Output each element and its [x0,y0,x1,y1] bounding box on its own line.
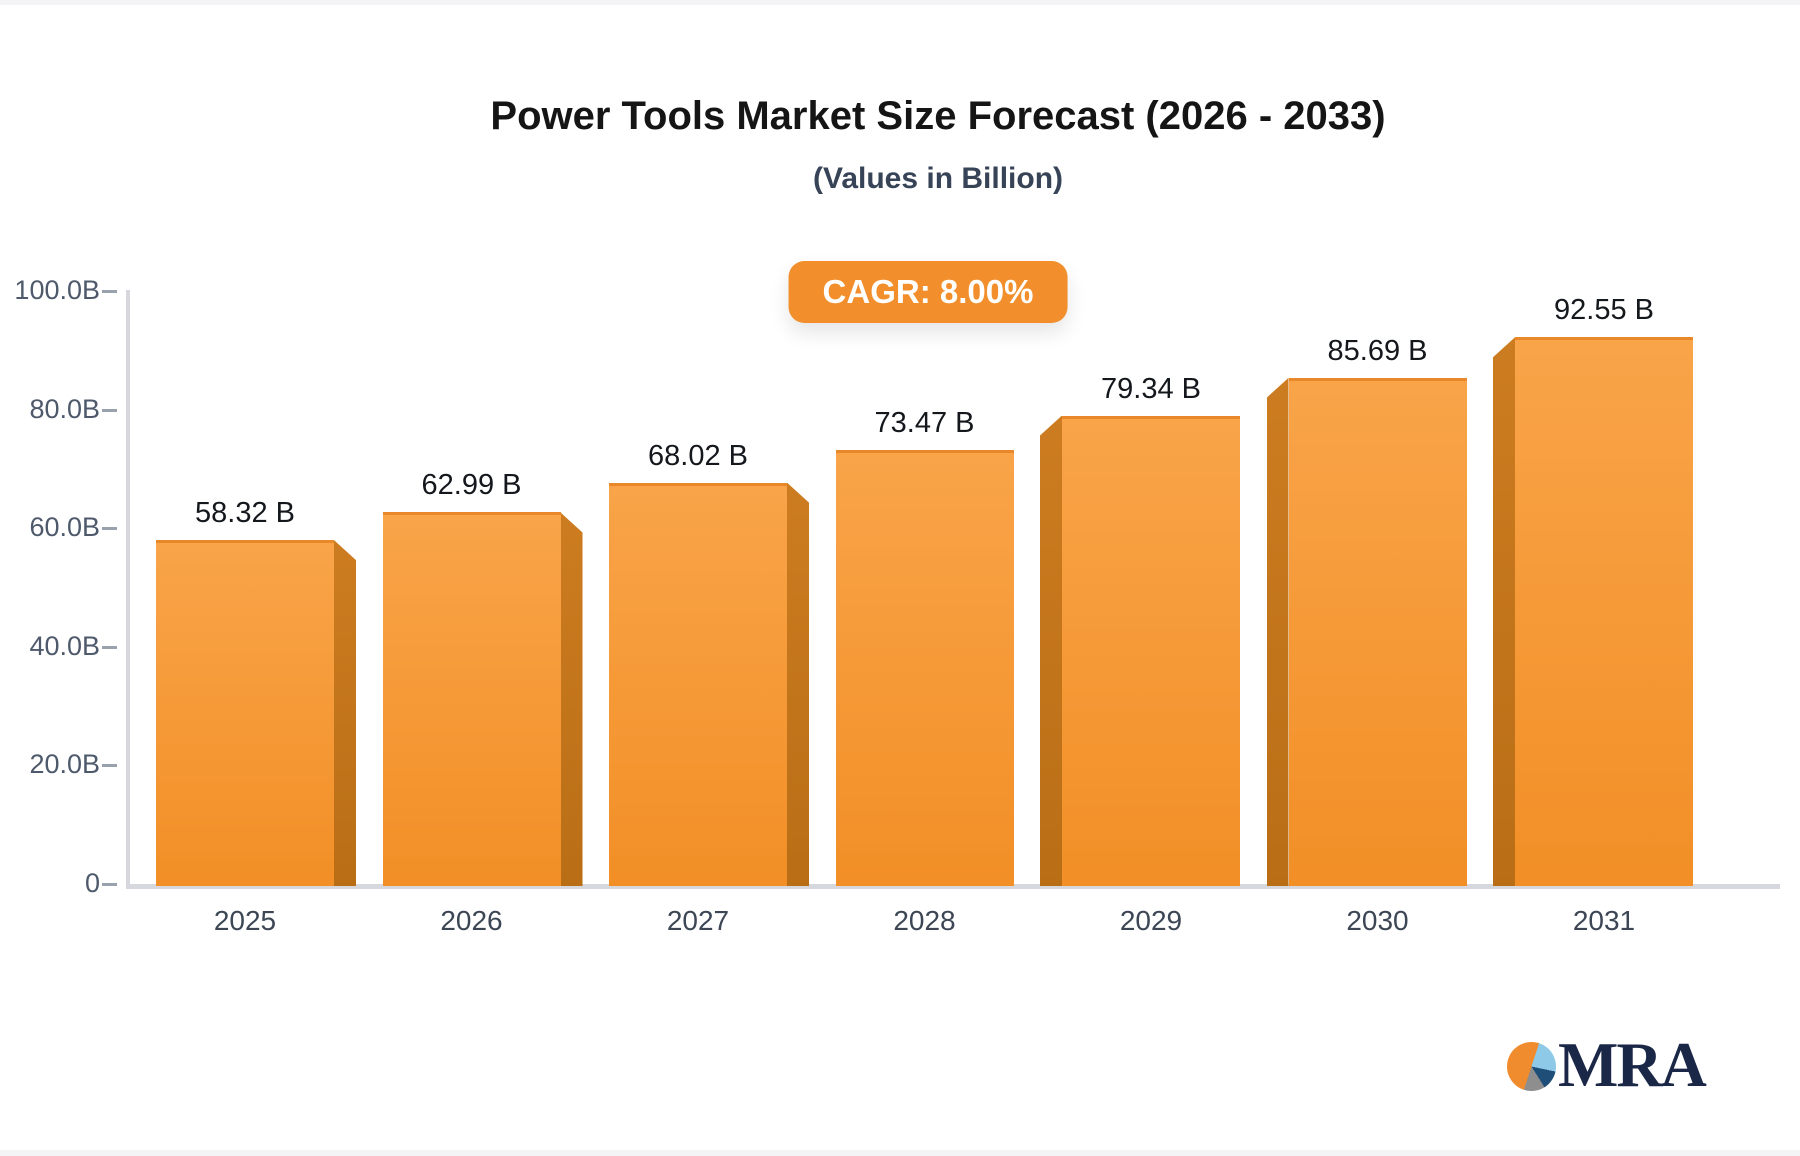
y-tick-label: 100.0B [14,275,100,305]
bar-side-face [1266,377,1289,886]
bar-value-label: 85.69 B [1327,334,1428,367]
x-tick-label: 2031 [1572,905,1636,936]
bar-side-face [1493,337,1515,886]
bar-side-face [787,482,809,886]
y-tick-label: 20.0B [29,749,100,780]
cagr-badge: CAGR: 8.00% [788,261,1068,323]
bar-side-face [1040,415,1062,886]
y-tick-mark [102,290,117,293]
bar-value-label: 79.34 B [1101,372,1201,405]
chart-title: Power Tools Market Size Forecast (2026 -… [490,94,1386,138]
y-tick-label: 0 [84,868,100,898]
x-tick-label: 2030 [1346,905,1409,936]
chart-subtitle: (Values in Billion) [812,162,1064,195]
y-tick-label: 40.0B [29,630,100,661]
x-tick-label: 2027 [666,905,730,936]
bar-2026 [382,512,561,886]
bar-side-face [560,512,583,886]
bar-value-label: 68.02 B [648,439,748,472]
y-tick-mark [102,645,117,649]
x-tick-label: 2028 [893,905,956,936]
bar-2029 [1062,415,1240,886]
page-background-strip-bottom [0,1150,1800,1156]
y-tick-mark [102,527,117,531]
y-tick-label: 60.0B [29,512,100,543]
page-background-strip-top [0,0,1800,5]
y-tick-mark [102,764,117,768]
bar-2030 [1288,377,1467,886]
x-tick-label: 2026 [440,905,503,936]
brand-logo-text: MRA [1558,1029,1707,1100]
bar-2028 [835,450,1014,886]
pie-chart-logo-icon [1507,1042,1556,1091]
bar-value-label: 58.32 B [195,497,295,530]
bar-value-label: 73.47 B [874,407,975,440]
x-axis-line [126,884,1780,889]
y-tick-mark [102,408,117,412]
x-tick-label: 2025 [213,905,277,936]
bar-value-label: 62.99 B [421,469,522,502]
y-tick-mark [102,883,117,886]
bar-value-label: 92.55 B [1554,294,1654,327]
bar-2031 [1515,337,1693,886]
y-axis-line [126,290,130,889]
bar-2027 [609,482,787,886]
x-tick-label: 2029 [1119,905,1183,936]
y-tick-label: 80.0B [29,393,100,424]
bar-side-face [334,540,356,886]
bar-2025 [156,540,334,886]
